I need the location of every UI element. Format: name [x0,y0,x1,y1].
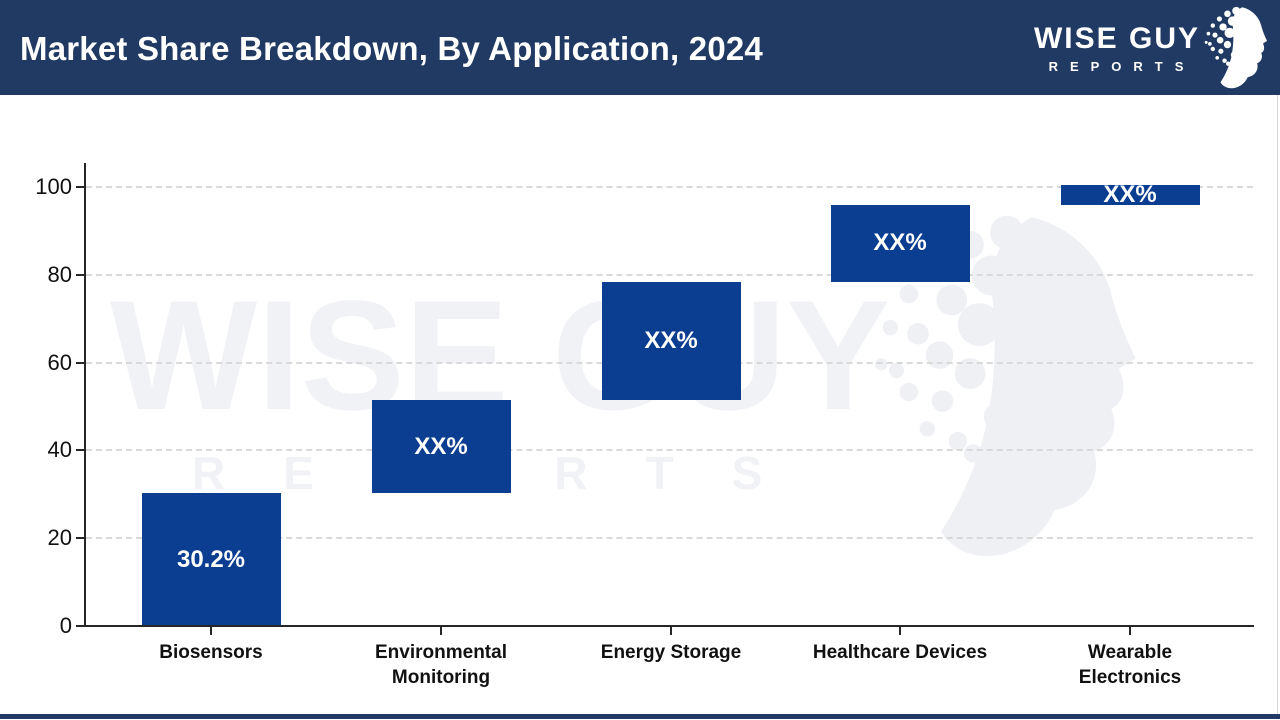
x-axis-label: Biosensors [159,642,263,663]
y-axis-label: 40 [47,437,72,463]
bar-biosensors: 30.2% [141,493,281,626]
x-axis-label: Energy Storage [600,642,742,663]
bar-wearable-electronics: XX% [1060,185,1200,205]
y-axis-label: 100 [35,174,72,199]
y-axis-label: 80 [47,261,72,287]
x-axis-tick [440,627,442,635]
x-axis-label: Environmental Monitoring [375,642,507,688]
bar-label: XX% [414,432,468,460]
header-bar: Market Share Breakdown, By Application, … [0,0,1280,95]
y-axis-tick [76,537,84,540]
y-axis-tick [76,273,84,276]
logo-reports-label: REPORTS [1048,58,1196,74]
x-axis-tick [1129,627,1131,635]
y-axis-tick [76,361,84,364]
x-axis-line [84,625,1254,627]
y-axis-label: 0 [59,613,72,638]
wise-guy-head-icon [1200,5,1274,93]
bar-label: 30.2% [176,545,246,573]
bar-label: XX% [873,229,927,257]
bar-label: XX% [1103,185,1157,205]
logo-wise-guy-label: WISE GUY [1033,22,1200,55]
right-edge-line [1277,95,1278,715]
wise-guy-logo: WISE GUY REPORTS [1024,2,1274,94]
bar-environmental-monitoring: XX% [371,399,511,494]
gridline-100 [86,186,1253,188]
gridline-20 [86,537,1253,540]
y-axis-line [84,163,86,627]
bar-healthcare-devices: XX% [830,204,970,283]
y-axis-tick [76,186,84,188]
page-title: Market Share Breakdown, By Application, … [20,30,763,67]
footer-bar [0,714,1280,719]
gridline-80 [86,273,1253,276]
bar-label: XX% [644,327,698,355]
x-axis-label: Healthcare Devices [812,642,988,663]
y-axis-label: 20 [47,525,72,551]
x-axis-label: Wearable Electronics [1078,642,1182,688]
x-axis-tick [210,627,212,635]
y-axis-tick [76,449,84,452]
x-axis-tick [670,627,672,635]
x-axis-tick [899,627,901,635]
gridline-40 [86,449,1253,452]
y-axis-tick [76,625,84,627]
y-axis-label: 60 [47,349,72,375]
bar-energy-storage: XX% [601,282,741,400]
logo-text: WISE GUY REPORTS [1034,23,1200,74]
